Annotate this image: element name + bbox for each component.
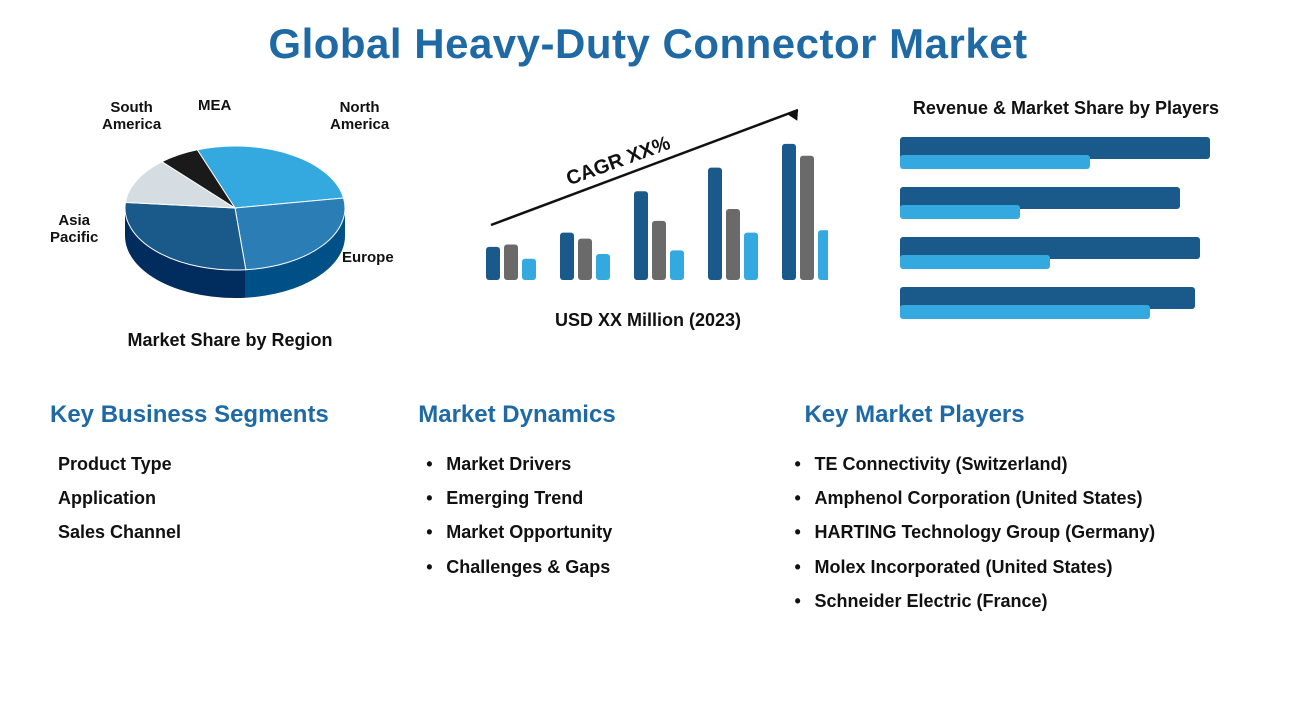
- players-col: Key Market Players TE Connectivity (Swit…: [786, 401, 1246, 618]
- bottom-row: Key Business Segments Product TypeApplic…: [40, 401, 1256, 618]
- dynamics-list: Market DriversEmerging TrendMarket Oppor…: [418, 447, 746, 584]
- bar-chart: CAGR XX%: [468, 98, 828, 298]
- hbar-caption: Revenue & Market Share by Players: [913, 98, 1219, 119]
- pie-caption: Market Share by Region: [127, 330, 332, 351]
- list-item: Challenges & Gaps: [418, 550, 746, 584]
- svg-text:CAGR XX%: CAGR XX%: [563, 132, 673, 190]
- list-item: Schneider Electric (France): [786, 584, 1246, 618]
- hbar-panel: Revenue & Market Share by Players: [876, 98, 1256, 321]
- list-item: Product Type: [50, 447, 378, 481]
- pie-panel: North America Europe Asia Pacific South Ame…: [40, 98, 420, 351]
- page-title: Global Heavy-Duty Connector Market: [40, 20, 1256, 68]
- segments-list: Product TypeApplicationSales Channel: [50, 447, 378, 550]
- pie-slice-label: MEA: [198, 98, 231, 115]
- dynamics-col: Market Dynamics Market DriversEmerging T…: [418, 401, 746, 618]
- hbar-chart: [896, 131, 1236, 321]
- players-list: TE Connectivity (Switzerland)Amphenol Co…: [786, 447, 1246, 618]
- list-item: TE Connectivity (Switzerland): [786, 447, 1246, 481]
- pie-slice-label: North America: [330, 100, 389, 133]
- list-item: Molex Incorporated (United States): [786, 550, 1246, 584]
- pie-slice-label: Asia Pacific: [50, 213, 98, 246]
- charts-row: North America Europe Asia Pacific South Ame…: [40, 98, 1256, 351]
- list-item: Market Opportunity: [418, 515, 746, 549]
- segments-title: Key Business Segments: [50, 401, 378, 429]
- segments-col: Key Business Segments Product TypeApplic…: [50, 401, 378, 618]
- list-item: Market Drivers: [418, 447, 746, 481]
- list-item: Emerging Trend: [418, 481, 746, 515]
- list-item: Application: [50, 481, 378, 515]
- list-item: Sales Channel: [50, 515, 378, 549]
- pie-slice-label: Europe: [342, 250, 394, 267]
- pie-chart: North America Europe Asia Pacific South Ame…: [50, 98, 410, 318]
- list-item: HARTING Technology Group (Germany): [786, 515, 1246, 549]
- bar-panel: CAGR XX% USD XX Million (2023): [448, 98, 848, 331]
- bar-caption: USD XX Million (2023): [555, 310, 741, 331]
- dynamics-title: Market Dynamics: [418, 401, 746, 429]
- players-title: Key Market Players: [786, 401, 1246, 429]
- list-item: Amphenol Corporation (United States): [786, 481, 1246, 515]
- pie-slice-label: South America: [102, 100, 161, 133]
